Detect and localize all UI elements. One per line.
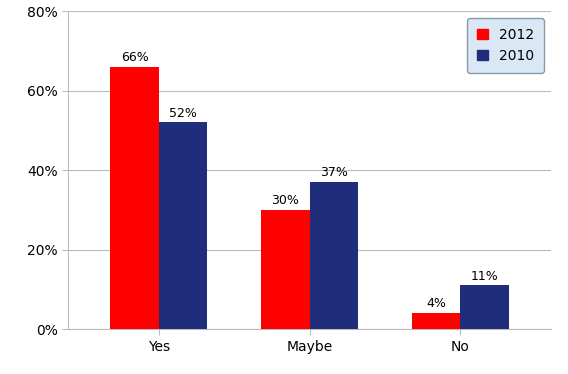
Text: 4%: 4% <box>427 297 446 310</box>
Text: 37%: 37% <box>320 166 348 179</box>
Bar <box>412 313 461 329</box>
Bar <box>461 285 509 329</box>
Text: 66%: 66% <box>120 51 148 64</box>
Bar <box>158 123 207 329</box>
Bar <box>261 210 310 329</box>
Text: 52%: 52% <box>169 107 197 120</box>
Legend: 2012, 2010: 2012, 2010 <box>467 18 544 73</box>
Text: 11%: 11% <box>471 270 499 283</box>
Text: 30%: 30% <box>272 194 299 207</box>
Bar <box>310 182 358 329</box>
Bar <box>110 67 158 329</box>
